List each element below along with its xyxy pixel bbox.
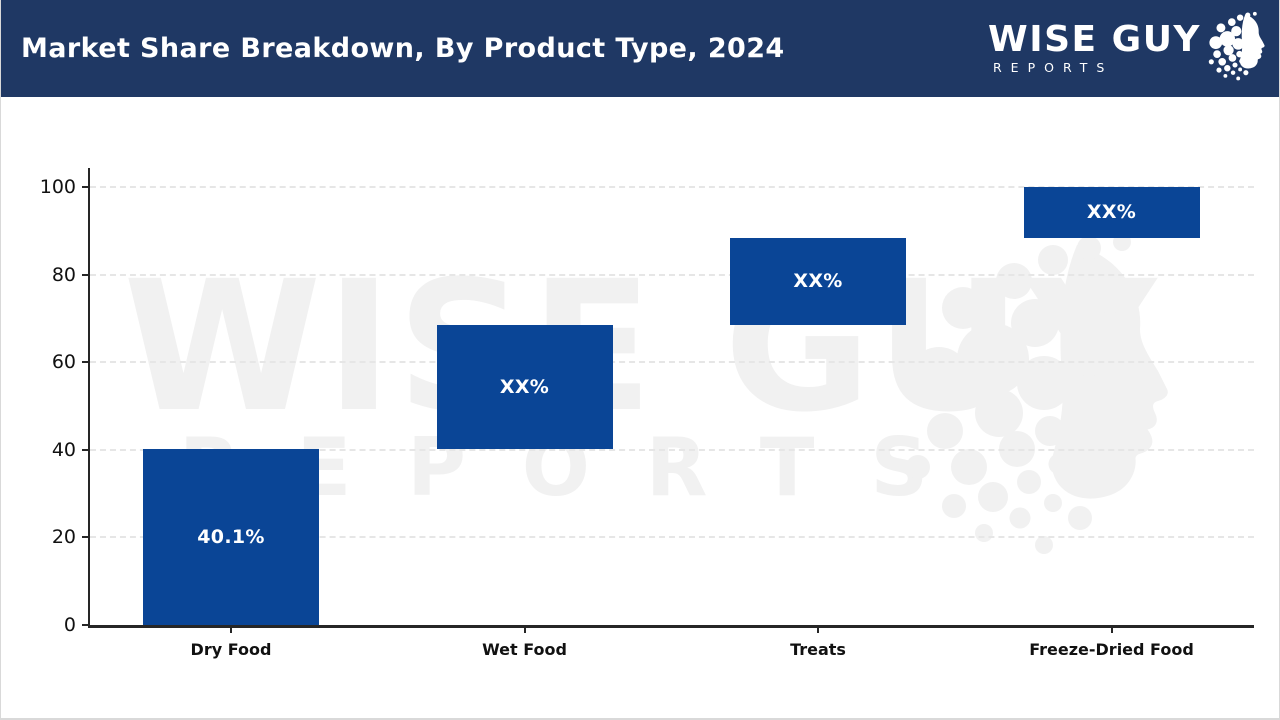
y-tick-mark xyxy=(82,448,90,451)
bar-freeze-dried-food: XX% xyxy=(1023,187,1200,238)
y-tick-mark xyxy=(82,624,90,626)
logo-subtext: REPORTS xyxy=(992,60,1114,76)
logo-wordmark: WISE GUY xyxy=(987,19,1201,61)
bar-value-label: XX% xyxy=(1086,201,1137,224)
x-category-label: Wet Food xyxy=(482,640,567,659)
bar-value-label: XX% xyxy=(499,376,550,399)
bar-value-label: XX% xyxy=(793,270,843,293)
header: Market Share Breakdown, By Product Type,… xyxy=(1,0,1279,97)
x-tick-mark xyxy=(230,625,232,633)
bar-value-label: 40.1% xyxy=(197,526,265,549)
gridline-20 xyxy=(90,536,1254,539)
y-tick-label: 80 xyxy=(51,263,76,286)
y-tick-label: 60 xyxy=(51,351,76,374)
gridline-60 xyxy=(90,361,1254,364)
y-tick-mark xyxy=(82,186,90,188)
y-tick-mark xyxy=(82,536,90,539)
x-category-label: Freeze-Dried Food xyxy=(1029,640,1194,659)
y-tick-mark xyxy=(82,273,90,276)
x-tick-mark xyxy=(1110,625,1113,633)
y-tick-label: 0 xyxy=(63,614,76,636)
y-tick-label: 20 xyxy=(51,526,76,549)
x-axis-line xyxy=(88,625,1254,628)
bar-wet-food: XX% xyxy=(436,324,613,450)
gridline-40 xyxy=(90,448,1254,451)
bar-dry-food: 40.1% xyxy=(143,449,319,625)
x-tick-mark xyxy=(523,625,526,633)
x-category-label: Dry Food xyxy=(190,640,272,659)
bar-treats: XX% xyxy=(730,237,906,325)
gridline-80 xyxy=(90,273,1254,276)
wiseguy-logo-text: WISE GUY REPORTS xyxy=(988,22,1201,75)
page-title: Market Share Breakdown, By Product Type,… xyxy=(21,33,785,64)
gridline-100 xyxy=(90,186,1254,188)
x-category-label: Treats xyxy=(790,640,846,659)
wiseguy-logo: WISE GUY REPORTS xyxy=(988,9,1267,89)
y-axis-line xyxy=(88,168,90,628)
y-tick-mark xyxy=(82,361,90,364)
y-tick-label: 100 xyxy=(39,176,76,198)
y-tick-label: 40 xyxy=(51,438,76,461)
x-tick-mark xyxy=(817,625,819,633)
